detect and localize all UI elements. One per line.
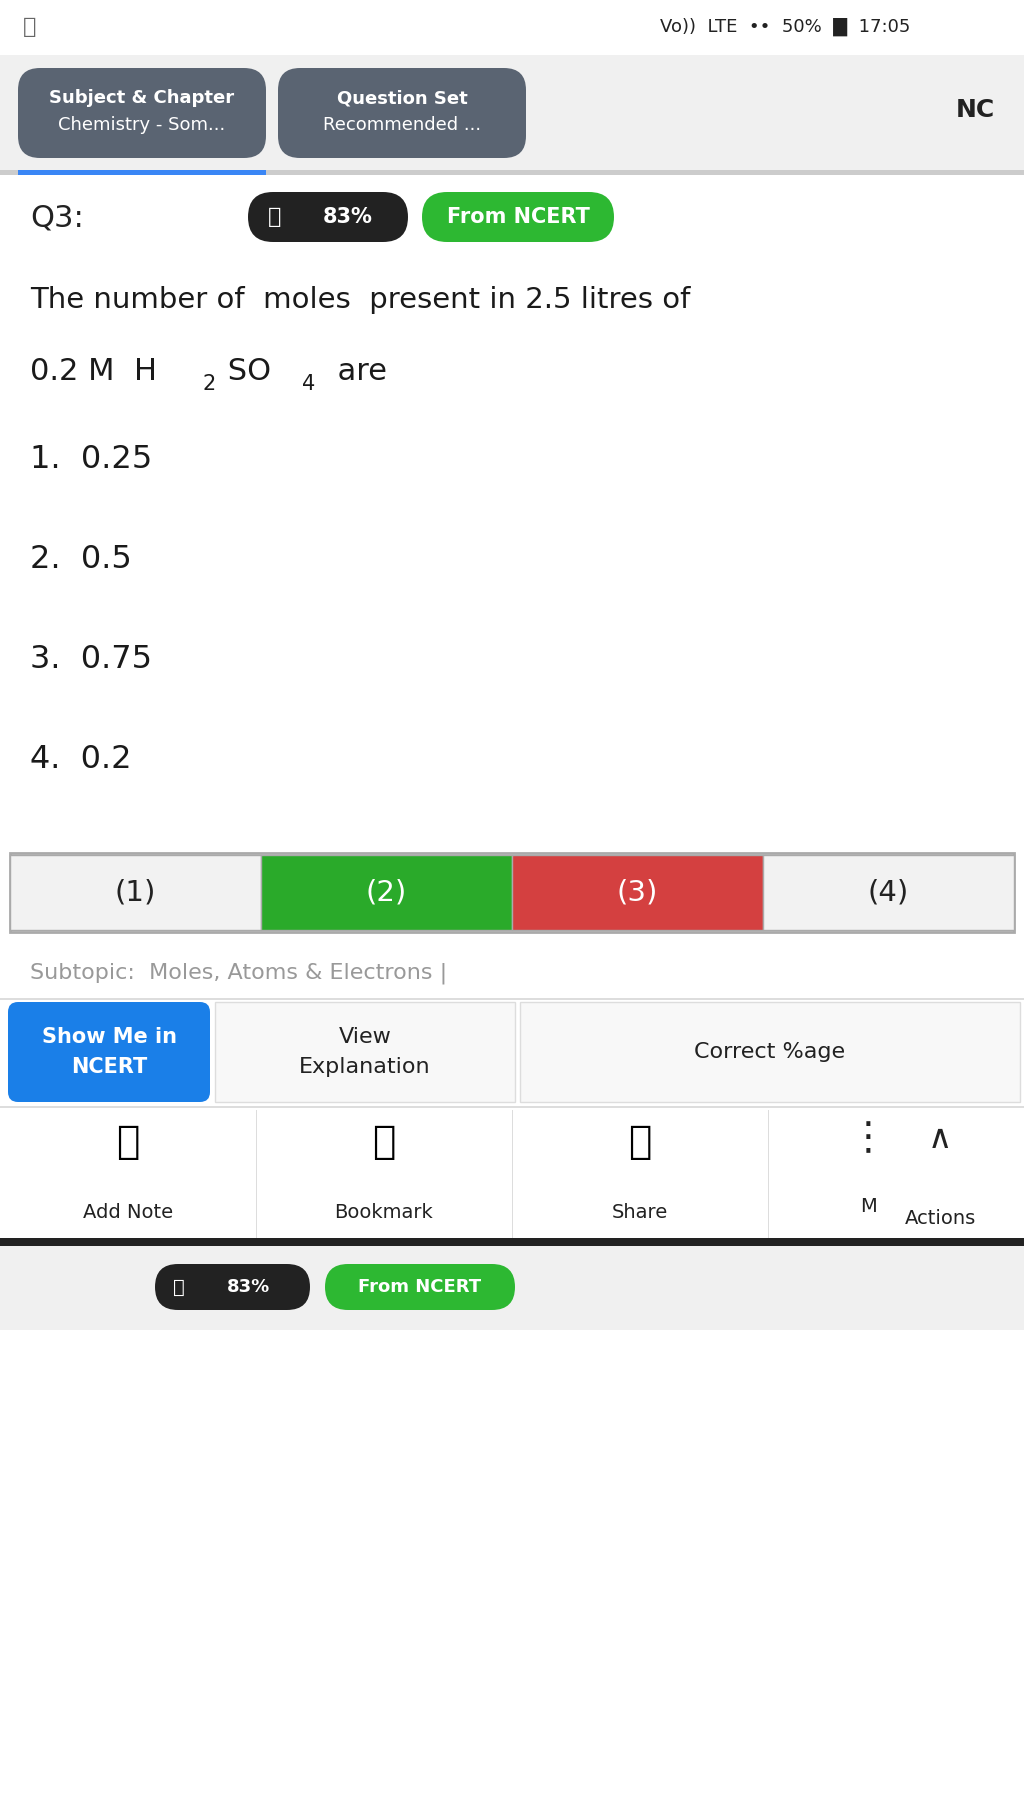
Bar <box>0 55 1024 169</box>
Bar <box>0 1330 1024 1820</box>
Text: (4): (4) <box>868 879 909 906</box>
Text: 4: 4 <box>302 373 315 393</box>
Text: (1): (1) <box>115 879 157 906</box>
Bar <box>0 175 1024 260</box>
Bar <box>10 854 1014 932</box>
Text: From NCERT: From NCERT <box>446 207 590 228</box>
Text: 📄: 📄 <box>117 1123 139 1161</box>
Text: ∧: ∧ <box>928 1121 952 1154</box>
Text: 4.  0.2: 4. 0.2 <box>30 744 132 775</box>
Text: 3.  0.75: 3. 0.75 <box>30 644 152 675</box>
Text: M: M <box>859 1196 877 1216</box>
Text: 👍: 👍 <box>173 1278 184 1296</box>
Text: Recommended ...: Recommended ... <box>323 116 481 135</box>
Text: ⬜: ⬜ <box>24 16 37 36</box>
Text: 83%: 83% <box>226 1278 269 1296</box>
Text: 2.  0.5: 2. 0.5 <box>30 544 132 575</box>
Bar <box>512 855 763 930</box>
Text: Actions: Actions <box>904 1208 976 1227</box>
Bar <box>215 1003 515 1101</box>
Text: 🔖: 🔖 <box>373 1123 395 1161</box>
FancyBboxPatch shape <box>155 1265 310 1310</box>
FancyBboxPatch shape <box>18 67 266 158</box>
Text: Add Note: Add Note <box>83 1203 173 1221</box>
FancyBboxPatch shape <box>248 191 408 242</box>
FancyBboxPatch shape <box>278 67 526 158</box>
Text: Share: Share <box>612 1203 668 1221</box>
Text: SO: SO <box>218 357 271 386</box>
Bar <box>763 855 1014 930</box>
FancyBboxPatch shape <box>325 1265 515 1310</box>
Bar <box>0 169 1024 175</box>
Text: 🔗: 🔗 <box>629 1123 651 1161</box>
Bar <box>0 0 1024 55</box>
FancyBboxPatch shape <box>8 1003 210 1101</box>
Text: Show Me in
NCERT: Show Me in NCERT <box>42 1026 176 1077</box>
Bar <box>18 169 266 175</box>
Text: Subtopic:  Moles, Atoms & Electrons |: Subtopic: Moles, Atoms & Electrons | <box>30 963 447 985</box>
Bar <box>0 1247 1024 1330</box>
Bar <box>0 1110 1024 1239</box>
Bar <box>0 1107 1024 1108</box>
Text: From NCERT: From NCERT <box>358 1278 481 1296</box>
Text: NC: NC <box>955 98 995 122</box>
Text: Bookmark: Bookmark <box>335 1203 433 1221</box>
Text: 83%: 83% <box>323 207 373 228</box>
Bar <box>10 855 261 930</box>
Text: 1.  0.25: 1. 0.25 <box>30 444 153 475</box>
Bar <box>105 1114 150 1165</box>
FancyBboxPatch shape <box>422 191 614 242</box>
Bar <box>0 997 1024 999</box>
Text: Subject & Chapter: Subject & Chapter <box>49 89 234 107</box>
Text: 2: 2 <box>202 373 215 393</box>
Text: are: are <box>318 357 387 386</box>
Bar <box>105 1114 150 1165</box>
Text: (2): (2) <box>366 879 408 906</box>
Text: 👍: 👍 <box>268 207 282 228</box>
Bar <box>0 1238 1024 1247</box>
Bar <box>520 1003 1020 1101</box>
Text: Question Set: Question Set <box>337 89 467 107</box>
Text: (3): (3) <box>616 879 658 906</box>
Text: ⋮: ⋮ <box>849 1119 888 1158</box>
Text: 0.2 M  H: 0.2 M H <box>30 357 157 386</box>
Text: Q3:: Q3: <box>30 204 84 233</box>
Text: View
Explanation: View Explanation <box>299 1026 431 1077</box>
Text: Vo))  LTE  ••  50%  █  17:05: Vo)) LTE •• 50% █ 17:05 <box>660 18 910 36</box>
Text: Correct %age: Correct %age <box>694 1043 846 1063</box>
Text: The number of  moles  present in 2.5 litres of: The number of moles present in 2.5 litre… <box>30 286 690 315</box>
Bar <box>261 855 512 930</box>
Text: Chemistry - Som...: Chemistry - Som... <box>58 116 225 135</box>
